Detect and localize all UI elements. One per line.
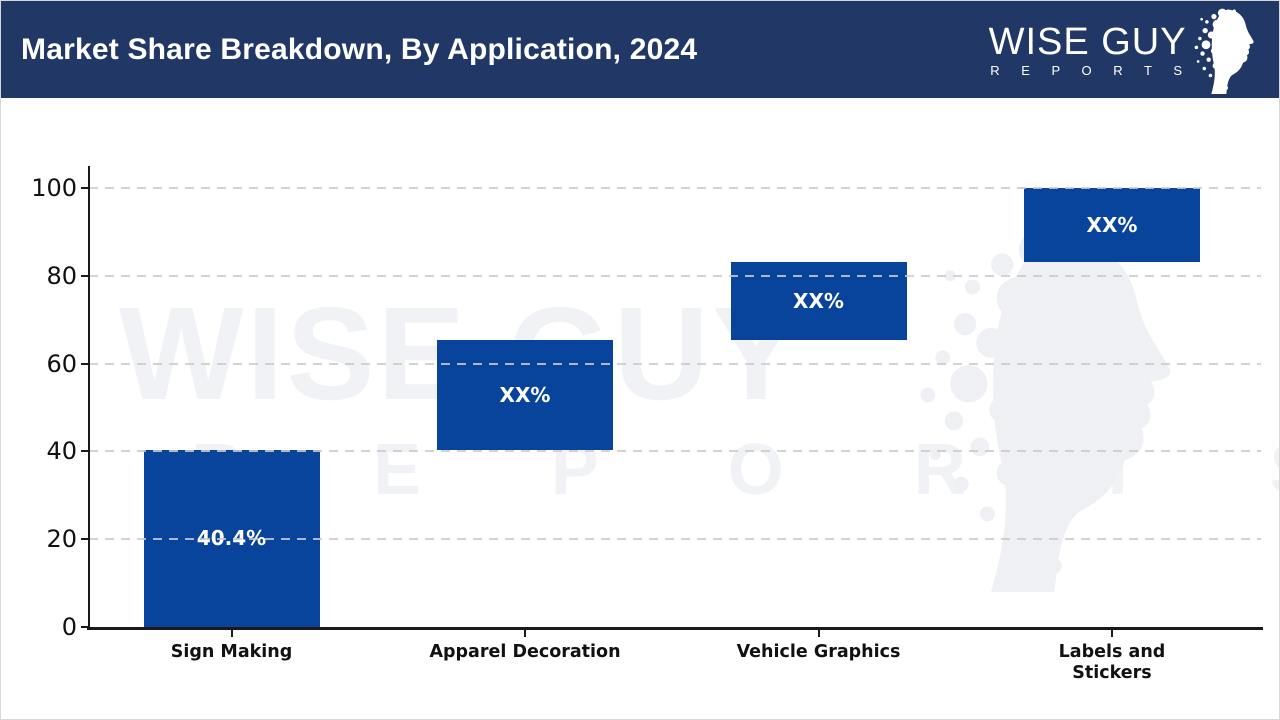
gridline-60 (89, 362, 1261, 365)
y-tick-mark-80 (81, 274, 88, 277)
bar-value-label: XX% (793, 288, 844, 313)
y-tick-label-80: 80 (46, 261, 77, 290)
bar-labels-and-stickers: XX% (1024, 188, 1200, 262)
brand-subtitle: R E P O R T S (990, 62, 1191, 78)
y-tick-label-20: 20 (46, 525, 77, 554)
y-tick-mark-0 (81, 626, 88, 628)
bar-apparel-decoration: XX% (437, 339, 613, 450)
y-tick-mark-100 (81, 187, 88, 189)
x-tick-mark-1 (524, 630, 526, 637)
x-tick-mark-0 (230, 630, 233, 637)
y-tick-label-60: 60 (46, 349, 77, 378)
page-title: Market Share Breakdown, By Application, … (21, 32, 698, 66)
dotted-head-icon (1194, 8, 1254, 94)
y-tick-mark-40 (81, 450, 88, 453)
x-axis-label-1: Apparel Decoration (429, 642, 621, 662)
x-tick-mark-2 (817, 630, 820, 637)
chart-area: WISE GUY R E P O R T S (1, 98, 1279, 719)
y-tick-label-0: 0 (61, 613, 77, 641)
x-axis-label-2: Vehicle Graphics (736, 642, 901, 662)
x-axis-label-3: Labels and Stickers (1058, 642, 1166, 683)
x-axis-line (87, 627, 1263, 630)
brand-name: WISE GUY (988, 20, 1187, 63)
y-axis-line (88, 166, 90, 629)
brand-logo-text: WISE GUY R E P O R T S (984, 23, 1191, 77)
bar-vehicle-graphics: XX% (730, 261, 907, 340)
bar-value-label: XX% (499, 382, 551, 407)
gridline-100 (89, 187, 1261, 189)
y-tick-label-40: 40 (46, 437, 77, 466)
x-axis-label-0: Sign Making (170, 642, 293, 662)
y-tick-mark-60 (81, 362, 88, 365)
bar-value-label: XX% (1086, 212, 1138, 237)
header-bar: Market Share Breakdown, By Application, … (1, 1, 1279, 98)
y-tick-label-100: 100 (31, 174, 77, 202)
x-tick-mark-3 (1111, 630, 1113, 637)
gridline-20 (89, 538, 1261, 541)
brand-logo: WISE GUY R E P O R T S (984, 6, 1265, 94)
gridline-40 (89, 450, 1261, 453)
y-tick-mark-20 (81, 538, 88, 541)
gridline-80 (89, 274, 1261, 277)
